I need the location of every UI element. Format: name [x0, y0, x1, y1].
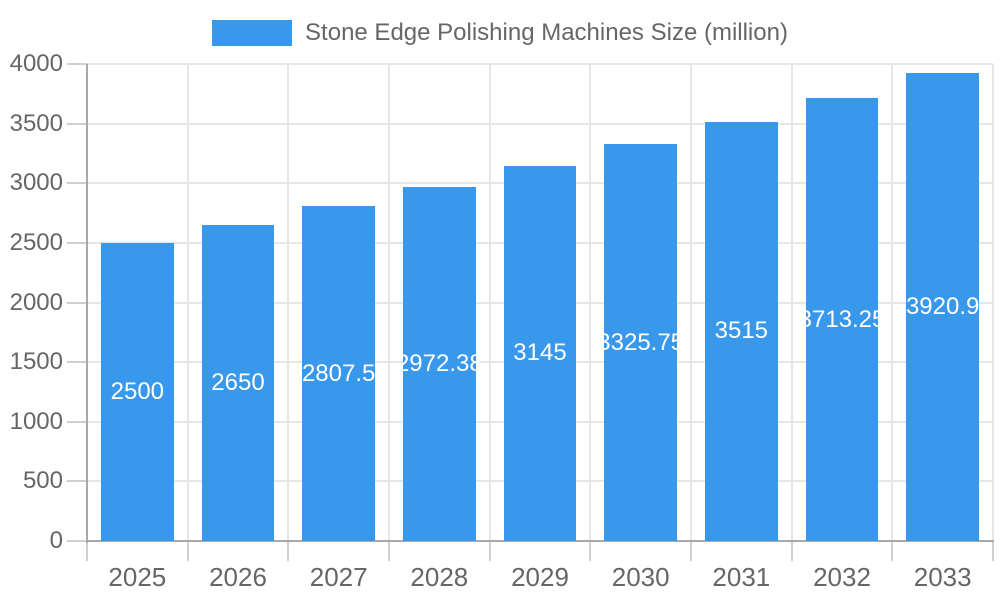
y-axis-tick — [67, 361, 87, 364]
y-axis-tick — [67, 540, 87, 542]
y-axis-tick — [67, 420, 87, 423]
x-axis-tick — [589, 541, 592, 561]
y-axis-tick-label: 4000 — [9, 50, 63, 77]
bar-value-label: 3145 — [513, 339, 567, 367]
y-axis-tick — [67, 63, 87, 65]
x-gridline — [388, 64, 390, 541]
x-axis-tick-label: 2033 — [913, 562, 972, 592]
x-gridline — [186, 64, 189, 541]
bar[interactable] — [101, 242, 174, 541]
legend-label: Stone Edge Polishing Machines Size (mill… — [305, 19, 788, 46]
y-axis-tick-label: 0 — [49, 527, 63, 554]
y-axis-tick — [67, 480, 87, 483]
y-axis-tick — [67, 122, 87, 125]
x-axis-tick — [388, 541, 390, 561]
x-gridline — [790, 64, 793, 541]
x-axis-tick-label: 2027 — [309, 562, 368, 592]
x-axis-tick — [992, 541, 994, 561]
bar-value-label: 2500 — [110, 377, 165, 405]
legend[interactable]: Stone Edge Polishing Machines Size (mill… — [0, 17, 1000, 49]
x-gridline — [287, 64, 290, 541]
x-axis-tick-label: 2031 — [712, 562, 771, 592]
x-axis-tick-label: 2028 — [410, 562, 469, 592]
y-axis-tick — [67, 301, 87, 304]
bar-value-label: 3515 — [714, 317, 769, 345]
bar-value-label: 3325.75 — [597, 328, 685, 356]
y-gridline — [87, 122, 993, 125]
bar-value-label: 3713.25 — [798, 305, 886, 333]
x-axis-tick — [790, 541, 793, 561]
y-axis-tick — [67, 182, 87, 185]
x-gridline — [488, 64, 491, 541]
x-gridline — [589, 64, 592, 541]
y-axis-tick-label: 2000 — [9, 288, 63, 316]
bar[interactable] — [604, 144, 677, 541]
y-axis-tick-label: 2500 — [9, 228, 63, 256]
x-axis-tick — [488, 541, 491, 561]
bar[interactable] — [403, 186, 476, 541]
x-gridline — [992, 64, 994, 541]
y-axis-line — [86, 64, 88, 543]
y-axis-tick-label: 3500 — [9, 109, 63, 137]
x-axis-tick-label: 2029 — [511, 562, 569, 592]
x-axis-tick — [891, 541, 894, 561]
x-axis-tick-label: 2025 — [108, 562, 167, 592]
x-axis-tick — [690, 541, 692, 561]
y-axis-tick-label: 1500 — [9, 348, 63, 376]
x-axis-tick — [287, 541, 290, 561]
bar[interactable] — [906, 73, 979, 541]
bar-value-label: 3920.9 — [905, 293, 980, 321]
x-axis-tick — [186, 541, 189, 561]
legend-swatch — [212, 20, 293, 46]
x-axis-tick-label: 2030 — [611, 562, 670, 592]
bar-value-label: 2650 — [211, 368, 265, 396]
y-axis-tick-label: 500 — [22, 467, 63, 495]
y-axis-tick — [67, 241, 87, 244]
x-gridline — [690, 64, 692, 541]
x-axis-tick-label: 2026 — [209, 562, 267, 592]
y-axis-tick-label: 1000 — [9, 407, 63, 435]
bar-value-label: 2807.5 — [301, 359, 376, 387]
x-axis-tick — [86, 541, 88, 561]
bar[interactable] — [503, 165, 577, 541]
bar[interactable] — [805, 98, 879, 541]
y-gridline — [87, 63, 993, 65]
x-axis-tick-label: 2032 — [813, 562, 871, 592]
bar[interactable] — [705, 121, 778, 541]
bar-value-label: 2972.38 — [395, 349, 483, 377]
bar[interactable] — [302, 206, 375, 541]
y-axis-tick-label: 3000 — [9, 169, 63, 197]
x-gridline — [891, 64, 894, 541]
x-axis-line — [86, 540, 994, 542]
bar[interactable] — [201, 224, 275, 541]
